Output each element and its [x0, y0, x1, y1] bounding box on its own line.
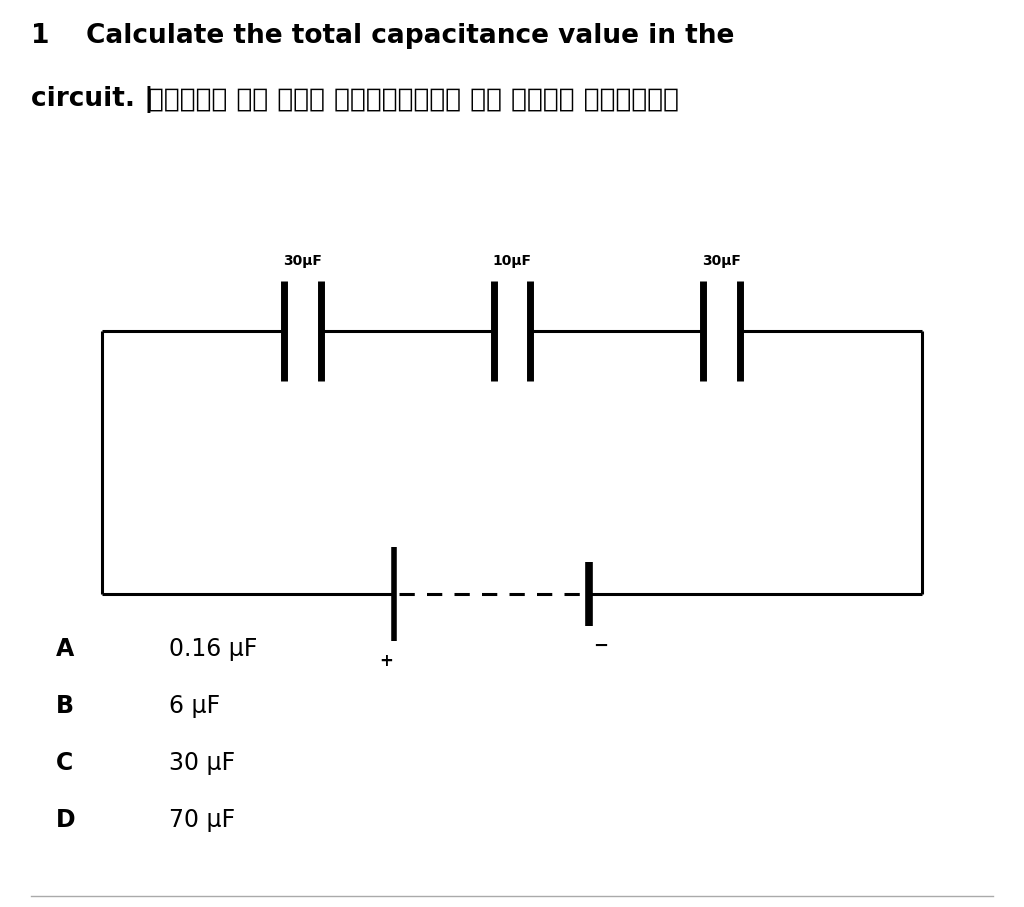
- Text: D: D: [56, 808, 76, 832]
- Text: परिपथ की कुल संधारिता की गणना कीजिये: परिपथ की कुल संधारिता की गणना कीजिये: [148, 86, 680, 112]
- Text: 70 μF: 70 μF: [169, 808, 236, 832]
- Text: C: C: [56, 751, 74, 775]
- Text: circuit. |: circuit. |: [31, 86, 163, 113]
- Text: 30μF: 30μF: [702, 254, 741, 268]
- Text: A: A: [56, 637, 75, 660]
- Text: 1    Calculate the total capacitance value in the: 1 Calculate the total capacitance value …: [31, 23, 734, 49]
- Text: 30 μF: 30 μF: [169, 751, 236, 775]
- Text: 30μF: 30μF: [283, 254, 322, 268]
- Text: 0.16 μF: 0.16 μF: [169, 637, 257, 660]
- Text: B: B: [56, 694, 75, 717]
- Text: +: +: [379, 652, 393, 670]
- Text: 10μF: 10μF: [493, 254, 531, 268]
- Text: 6 μF: 6 μF: [169, 694, 220, 717]
- Text: −: −: [594, 637, 608, 655]
